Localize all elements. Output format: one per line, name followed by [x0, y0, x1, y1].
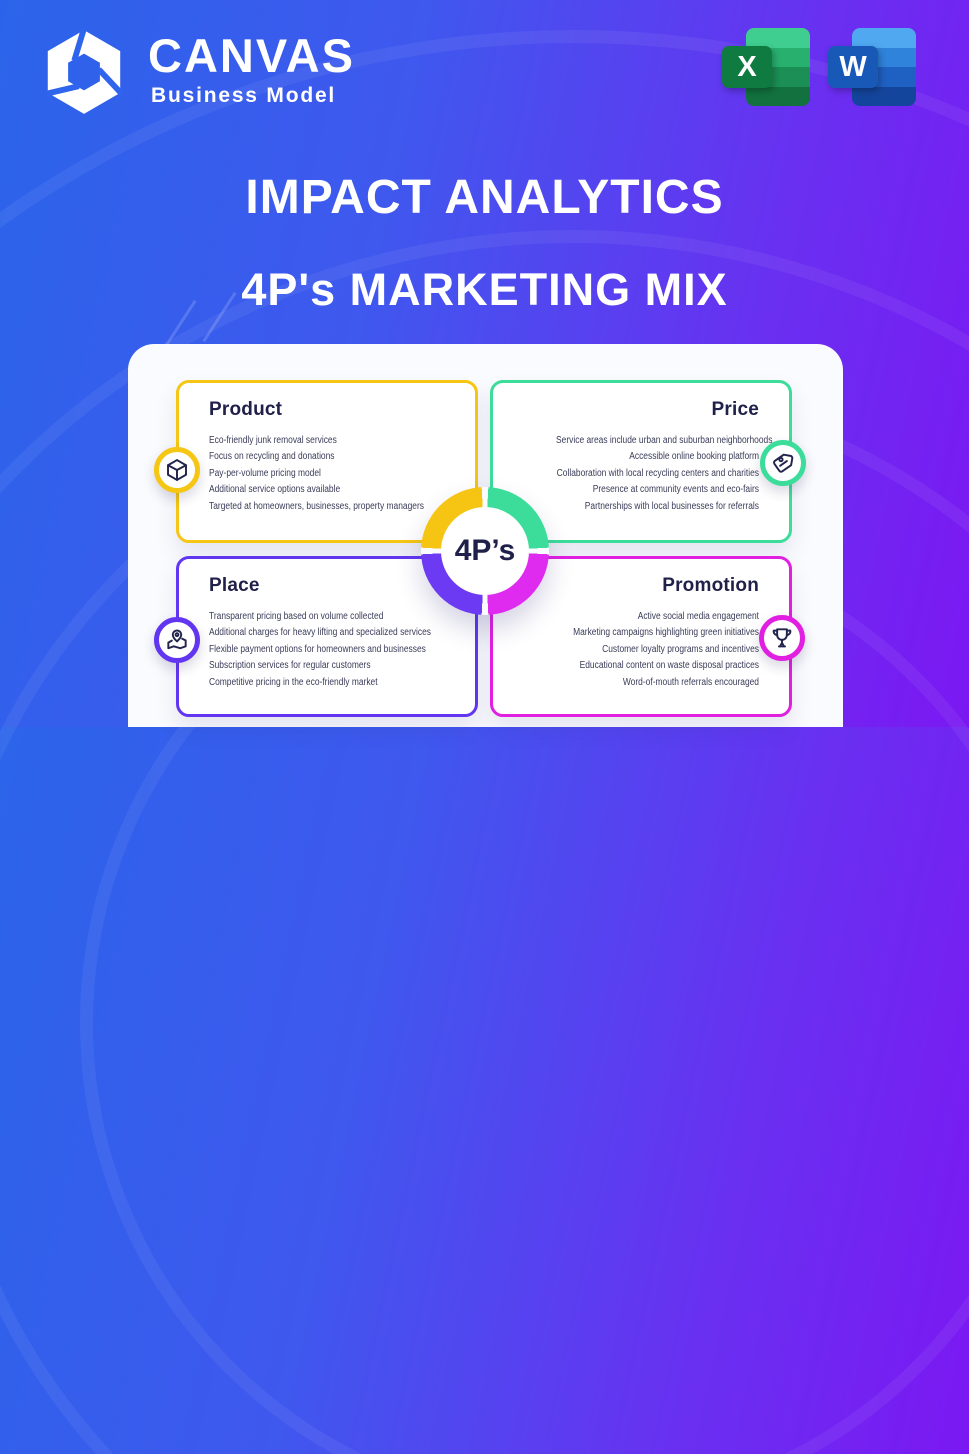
brand-name: CANVAS [148, 29, 355, 82]
promotion-item: Customer loyalty programs and incentives [602, 643, 759, 655]
place-card: Place Transparent pricing based on volum… [176, 556, 478, 717]
price-icon-circle [760, 440, 806, 486]
product-item: Pay-per-volume pricing model [209, 467, 321, 479]
product-card: Product Eco-friendly junk removal servic… [176, 380, 478, 543]
place-item: Additional charges for heavy lifting and… [209, 627, 432, 639]
promotion-item: Marketing campaigns highlighting green i… [573, 627, 759, 639]
hexagon-logo-icon [45, 27, 124, 114]
product-item: Eco-friendly junk removal services [209, 435, 337, 446]
brand-tagline: Business Model [151, 84, 337, 107]
price-item: Collaboration with local recycling cente… [556, 467, 759, 479]
promotion-title: Promotion [662, 575, 759, 596]
four-ps-hub: 4P’s [421, 487, 549, 615]
promotion-card: Promotion Active social media engagement… [490, 556, 792, 717]
excel-letter: X [722, 46, 772, 88]
price-tag-icon [773, 453, 794, 473]
price-title: Price [711, 399, 759, 420]
four-ps-label: 4P’s [454, 534, 516, 567]
price-item: Accessible online booking platform [629, 451, 759, 463]
promotion-item: Educational content on waste disposal pr… [579, 660, 759, 672]
page-subtitle: 4P's MARKETING MIX [241, 264, 728, 315]
page-title: IMPACT ANALYTICS [245, 171, 724, 224]
product-title: Product [209, 399, 283, 420]
word-letter: W [828, 46, 878, 88]
place-item: Transparent pricing based on volume coll… [209, 611, 384, 622]
cube-icon [167, 459, 187, 481]
word-file-badge[interactable]: W [828, 28, 916, 106]
promotion-item: Word-of-mouth referrals encouraged [622, 676, 759, 688]
four-ps-hub-center: 4P’s [441, 507, 529, 595]
place-title: Place [209, 575, 260, 596]
place-item: Competitive pricing in the eco-friendly … [209, 676, 378, 688]
price-item: Partnerships with local businesses for r… [584, 500, 759, 512]
product-item: Additional service options available [209, 484, 341, 496]
product-icon-circle [154, 447, 200, 493]
place-item: Flexible payment options for homeowners … [209, 643, 426, 655]
price-item: Presence at community events and eco-fai… [592, 484, 759, 496]
promotion-icon-circle [759, 615, 805, 661]
map-pin-icon [167, 629, 187, 650]
product-item: Focus on recycling and donations [209, 451, 335, 463]
trophy-icon [772, 628, 792, 648]
promotion-item: Active social media engagement [637, 611, 759, 622]
place-icon-circle [154, 617, 200, 663]
place-item: Subscription services for regular custom… [209, 660, 371, 672]
product-item: Targeted at homeowners, businesses, prop… [209, 500, 424, 512]
excel-file-badge[interactable]: X [722, 28, 810, 106]
price-item: Service areas include urban and suburban… [556, 435, 773, 446]
